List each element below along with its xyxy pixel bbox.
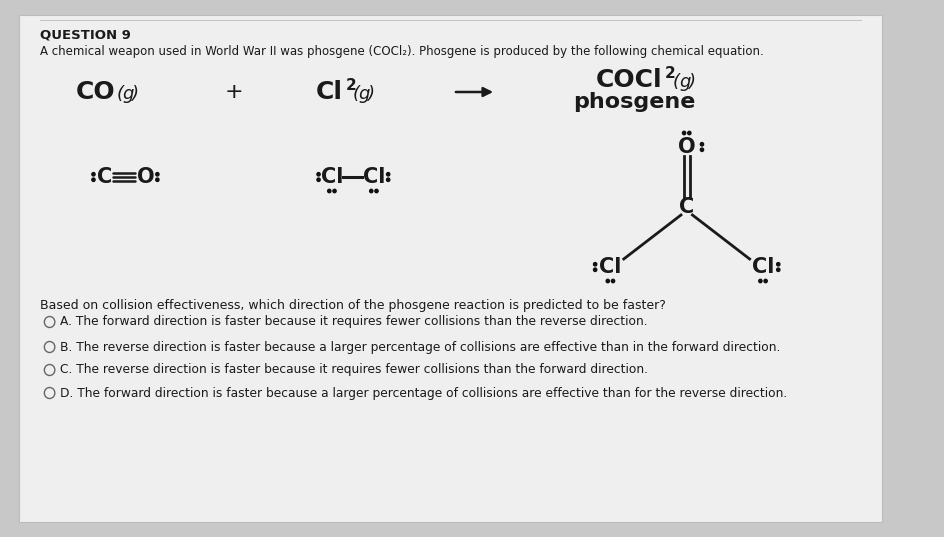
Circle shape <box>156 178 159 182</box>
Text: QUESTION 9: QUESTION 9 <box>40 29 131 42</box>
Text: 2: 2 <box>664 67 675 82</box>
Text: A chemical weapon used in World War II was phosgene (COCl₂). Phosgene is produce: A chemical weapon used in World War II w… <box>40 45 763 58</box>
Circle shape <box>758 279 761 282</box>
Circle shape <box>369 190 373 193</box>
Text: g: g <box>122 85 133 103</box>
Text: g: g <box>679 73 690 91</box>
Text: O: O <box>677 137 695 157</box>
Text: Cl: Cl <box>315 80 342 104</box>
Circle shape <box>386 178 389 182</box>
Text: Cl: Cl <box>320 167 343 187</box>
Circle shape <box>593 263 596 266</box>
Circle shape <box>687 132 690 135</box>
Circle shape <box>700 148 703 151</box>
Text: Cl: Cl <box>751 257 773 277</box>
Text: O: O <box>137 167 155 187</box>
Text: D. The forward direction is faster because a larger percentage of collisions are: D. The forward direction is faster becau… <box>60 387 786 400</box>
Circle shape <box>763 279 767 282</box>
Circle shape <box>375 190 378 193</box>
Text: ): ) <box>367 85 374 103</box>
Text: +: + <box>224 82 243 102</box>
Text: g: g <box>358 85 370 103</box>
Text: (: ( <box>672 73 679 91</box>
Circle shape <box>611 279 614 282</box>
Text: (: ( <box>116 85 124 103</box>
Text: Based on collision effectiveness, which direction of the phosgene reaction is pr: Based on collision effectiveness, which … <box>40 299 666 312</box>
Circle shape <box>700 142 703 146</box>
Circle shape <box>156 172 159 176</box>
Text: phosgene: phosgene <box>572 92 695 112</box>
Text: C: C <box>97 167 112 187</box>
Circle shape <box>328 190 330 193</box>
Text: Cl: Cl <box>362 167 384 187</box>
Text: COCl: COCl <box>596 68 662 92</box>
Text: A. The forward direction is faster because it requires fewer collisions than the: A. The forward direction is faster becau… <box>60 316 647 329</box>
Circle shape <box>605 279 609 282</box>
Circle shape <box>316 172 320 176</box>
Circle shape <box>776 268 779 271</box>
Circle shape <box>776 263 779 266</box>
Text: (: ( <box>352 85 360 103</box>
Circle shape <box>386 172 389 176</box>
Circle shape <box>682 132 685 135</box>
Text: ): ) <box>688 73 695 91</box>
Text: C. The reverse direction is faster because it requires fewer collisions than the: C. The reverse direction is faster becau… <box>60 364 648 376</box>
FancyBboxPatch shape <box>19 15 882 522</box>
Circle shape <box>332 190 336 193</box>
Text: Cl: Cl <box>598 257 621 277</box>
Text: C: C <box>679 197 694 217</box>
Circle shape <box>316 178 320 182</box>
Circle shape <box>593 268 596 271</box>
Text: 2: 2 <box>345 78 356 93</box>
Text: B. The reverse direction is faster because a larger percentage of collisions are: B. The reverse direction is faster becau… <box>60 340 780 353</box>
Text: ): ) <box>131 85 139 103</box>
Circle shape <box>92 172 95 176</box>
Text: CO: CO <box>76 80 115 104</box>
Circle shape <box>92 178 95 182</box>
